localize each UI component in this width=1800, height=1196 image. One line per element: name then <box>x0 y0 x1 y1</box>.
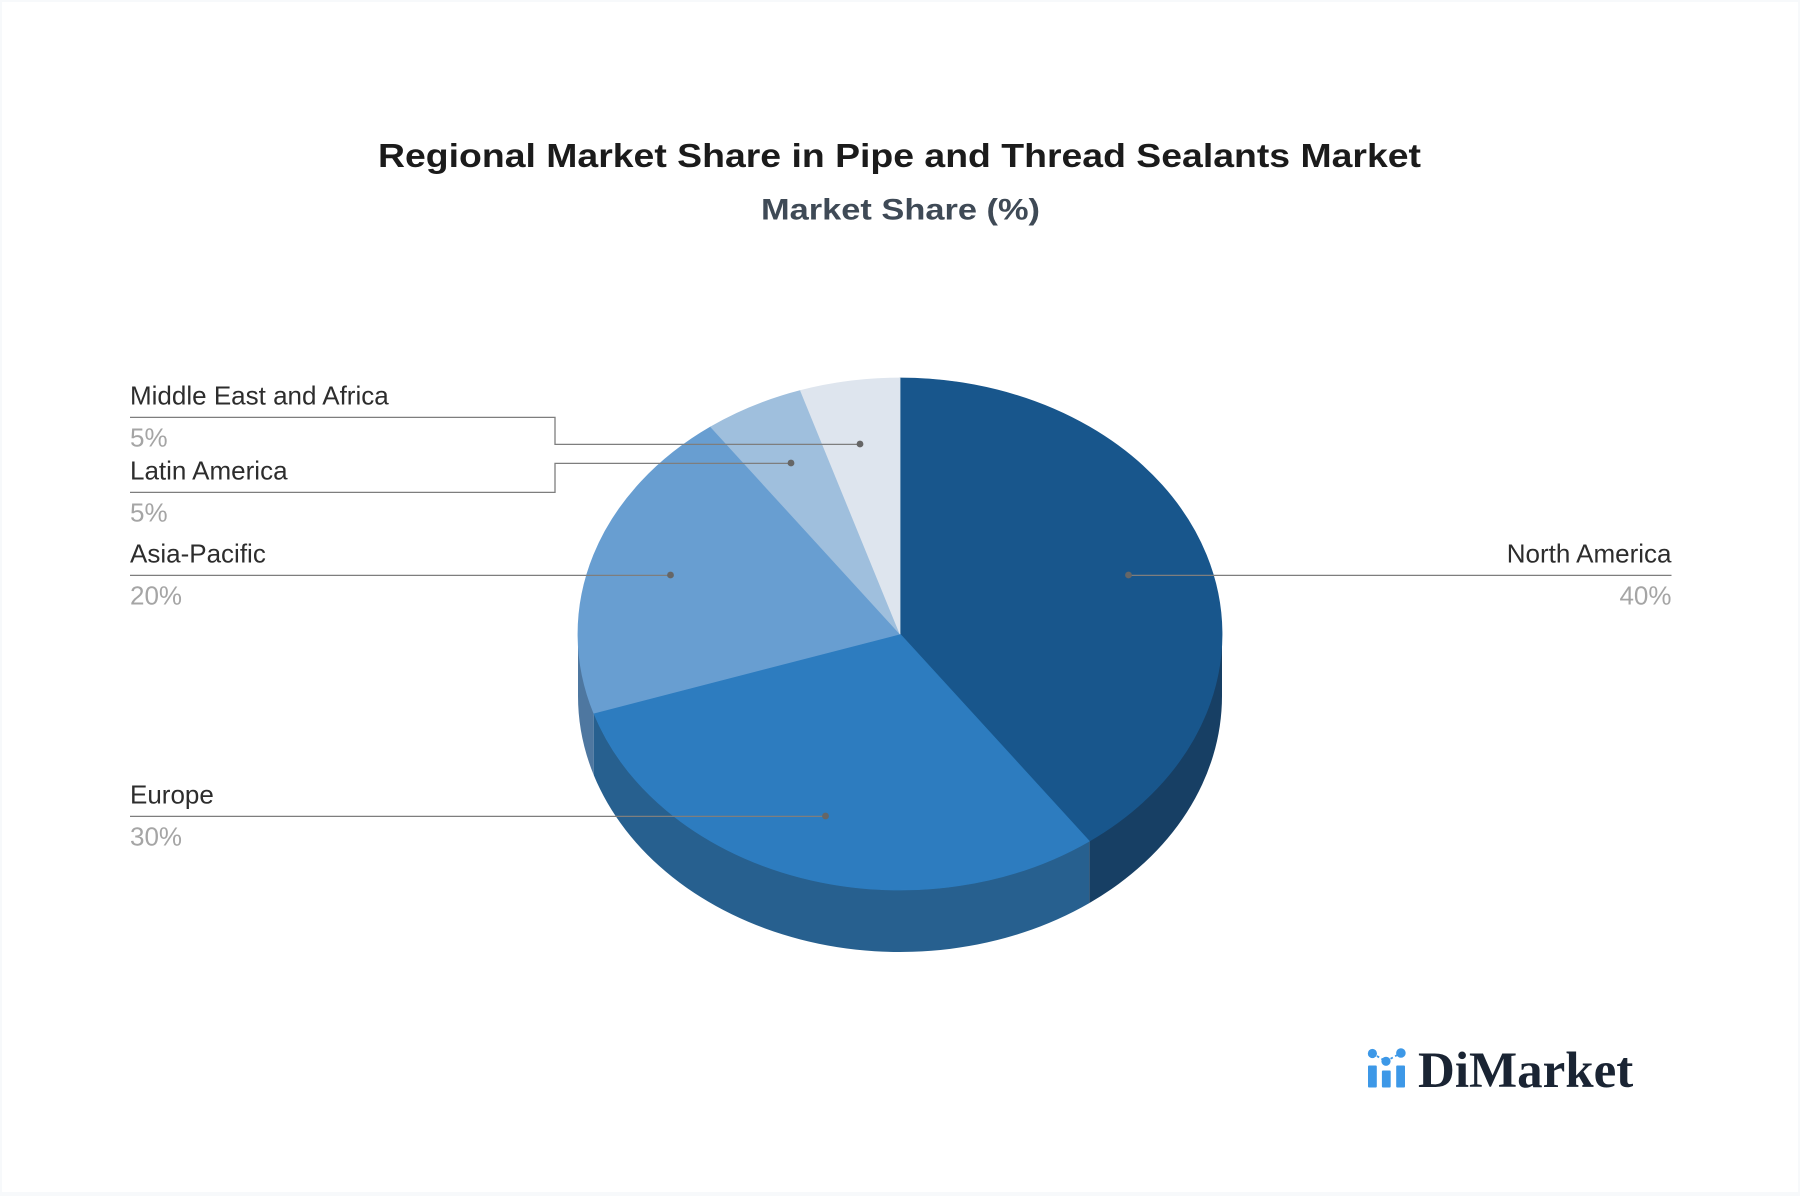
svg-text:40%: 40% <box>1619 581 1671 611</box>
svg-text:Latin America: Latin America <box>130 455 288 485</box>
svg-text:DiMarket: DiMarket <box>1418 1043 1633 1099</box>
svg-text:5%: 5% <box>130 423 168 453</box>
svg-text:20%: 20% <box>130 581 182 611</box>
svg-text:5%: 5% <box>130 498 168 528</box>
svg-text:Regional Market Share in Pipe: Regional Market Share in Pipe and Thread… <box>378 137 1421 174</box>
svg-text:Asia-Pacific: Asia-Pacific <box>130 538 266 568</box>
svg-text:Europe: Europe <box>130 779 214 809</box>
svg-text:Middle East and Africa: Middle East and Africa <box>130 380 389 410</box>
svg-text:Market Share (%): Market Share (%) <box>761 194 1040 227</box>
svg-text:North America: North America <box>1507 538 1672 568</box>
svg-text:30%: 30% <box>130 822 182 852</box>
